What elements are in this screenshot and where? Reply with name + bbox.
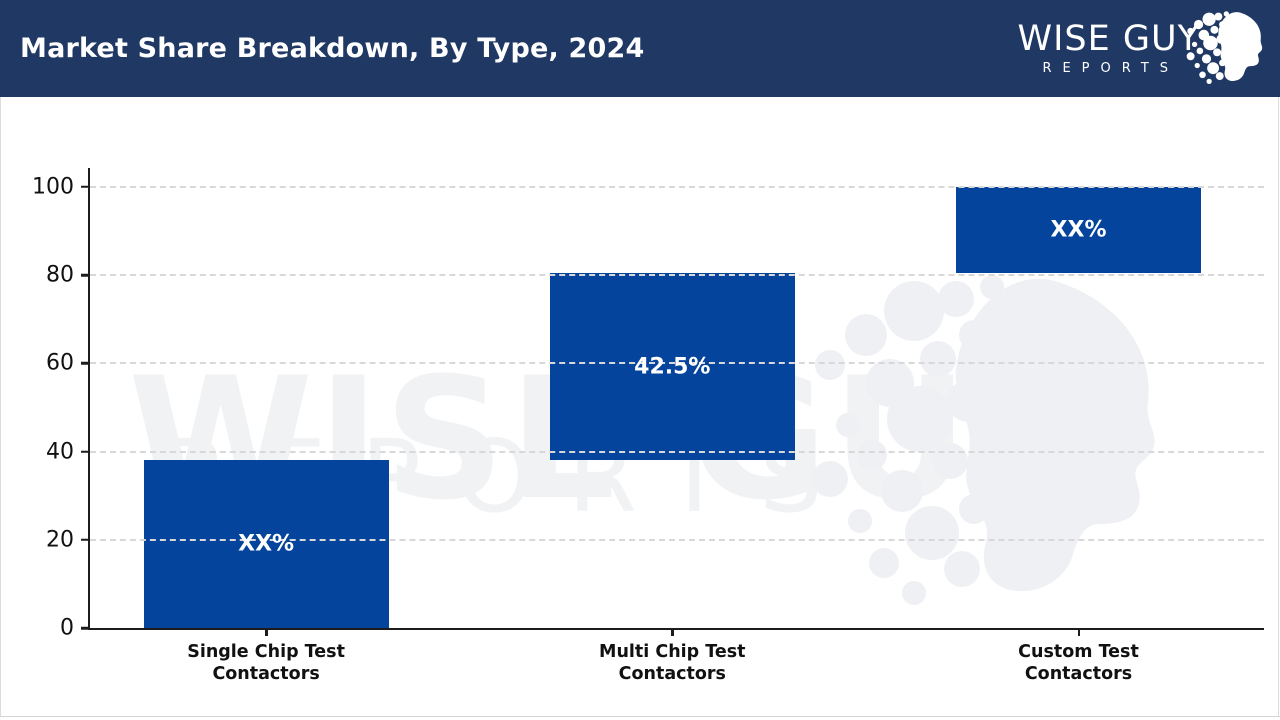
x-tick-mark — [1077, 628, 1080, 636]
y-tick-label: 40 — [46, 439, 74, 465]
category-label: Single Chip Test Contactors — [187, 642, 345, 684]
gridline — [90, 538, 1264, 541]
bar — [549, 272, 795, 461]
dotted-head-icon — [1186, 10, 1263, 84]
bar-value-label: XX% — [238, 531, 295, 557]
page-title: Market Share Breakdown, By Type, 2024 — [20, 33, 645, 64]
wise-guy-reports-logo: WISE GUY REPORTS — [1017, 10, 1280, 88]
y-tick-mark — [81, 185, 90, 189]
bar-value-label: XX% — [1050, 217, 1107, 243]
logo-wordmark: WISE GUY — [1017, 19, 1200, 59]
gridline — [90, 274, 1264, 277]
x-tick-mark — [671, 628, 674, 636]
y-tick-label: 100 — [32, 174, 74, 200]
y-tick-mark — [81, 538, 90, 542]
page-border-left — [0, 97, 1, 717]
category-label: Multi Chip Test Contactors — [599, 642, 746, 684]
category-label: Custom Test Contactors — [1018, 642, 1139, 684]
y-tick-mark — [81, 626, 90, 630]
y-tick-label: 80 — [46, 262, 74, 288]
bar — [143, 460, 389, 628]
y-tick-label: 60 — [46, 350, 74, 376]
logo-text: WISE GUY REPORTS — [1017, 19, 1200, 76]
gridline — [90, 450, 1264, 453]
y-tick-label: 20 — [46, 527, 74, 553]
gridline — [90, 185, 1264, 188]
plot-area: 0 20 40 60 80 100 XX% Single Chip Test Contacto… — [32, 168, 1264, 684]
bar-value-label: 42.5% — [634, 354, 711, 380]
y-tick-mark — [81, 273, 90, 277]
page-border-right — [1278, 97, 1279, 717]
y-tick-label: 0 — [60, 615, 74, 641]
header-bar: Market Share Breakdown, By Type, 2024 WI… — [0, 0, 1280, 97]
bar — [956, 186, 1201, 273]
x-tick-mark — [265, 628, 268, 636]
y-tick-mark — [81, 450, 90, 453]
y-tick-mark — [81, 362, 90, 365]
watermark-dotted-head-icon — [812, 275, 1155, 605]
page-border-bottom — [0, 716, 1280, 717]
logo-subtitle: REPORTS — [1042, 61, 1180, 76]
gridline — [90, 362, 1264, 365]
